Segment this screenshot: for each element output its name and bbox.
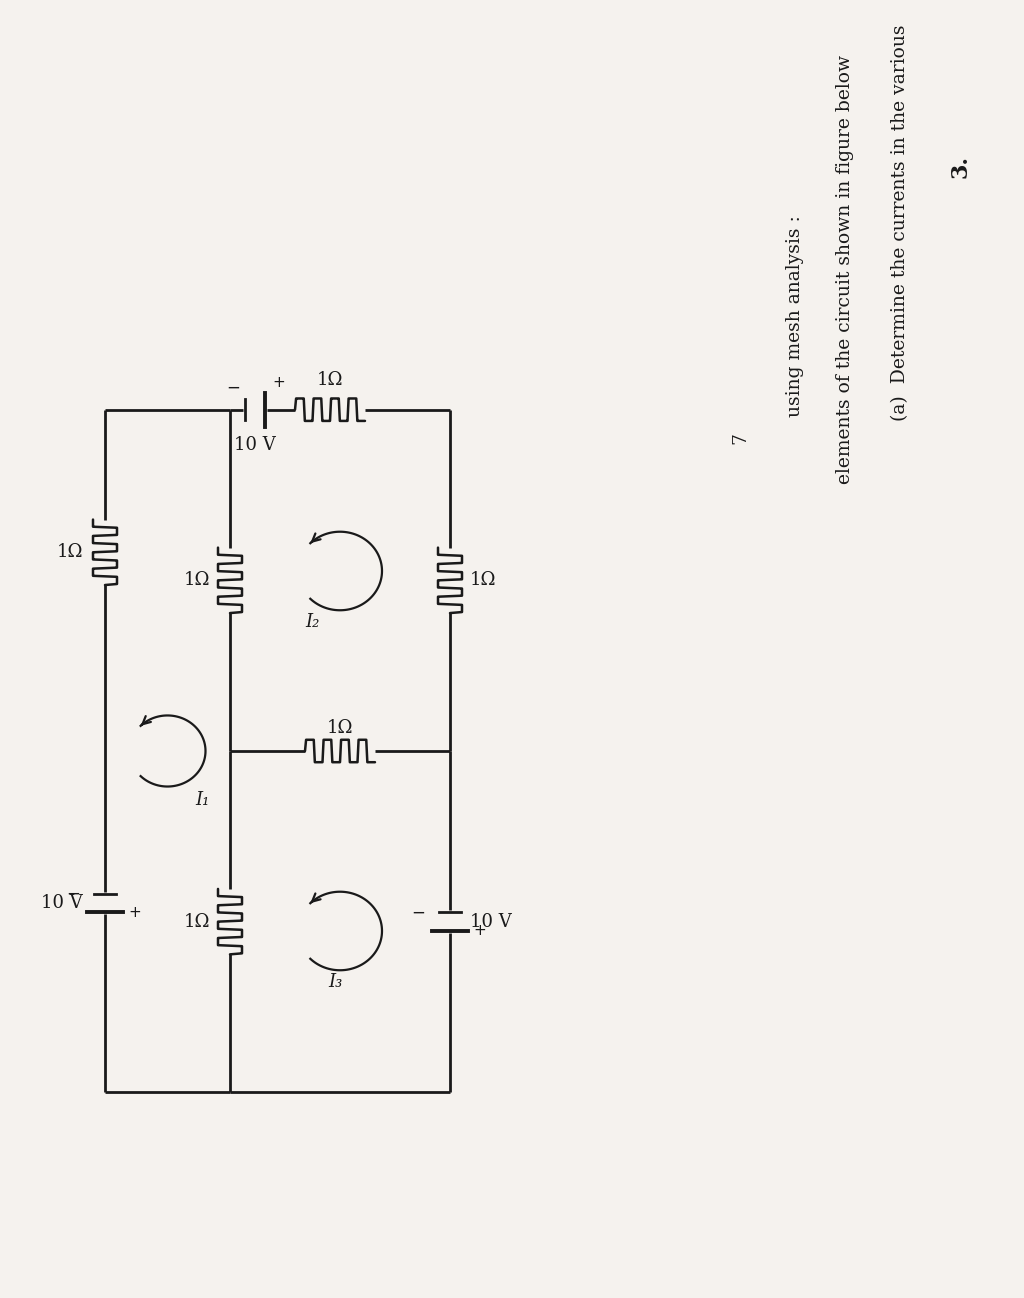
- Text: 3.: 3.: [949, 154, 971, 178]
- Text: +: +: [473, 923, 485, 938]
- Text: using mesh analysis :: using mesh analysis :: [786, 215, 804, 417]
- Text: +: +: [128, 905, 140, 920]
- Text: 1Ω: 1Ω: [316, 371, 343, 389]
- Text: I₂: I₂: [305, 614, 319, 631]
- Text: 1Ω: 1Ω: [183, 571, 210, 589]
- Text: 10 V: 10 V: [470, 912, 512, 931]
- Text: −: −: [226, 379, 240, 397]
- Text: I₁: I₁: [196, 790, 210, 809]
- Text: 1Ω: 1Ω: [327, 719, 353, 737]
- Text: 1Ω: 1Ω: [56, 544, 83, 561]
- Text: 1Ω: 1Ω: [183, 912, 210, 931]
- Text: −: −: [411, 903, 425, 922]
- Text: 10 V: 10 V: [41, 894, 83, 912]
- Text: 10 V: 10 V: [234, 436, 275, 454]
- Text: +: +: [272, 375, 285, 391]
- Text: 7: 7: [731, 432, 749, 444]
- Text: elements of the circuit shown in figure below: elements of the circuit shown in figure …: [836, 55, 854, 484]
- Text: I₃: I₃: [328, 974, 342, 992]
- Text: (a)  Determine the currents in the various: (a) Determine the currents in the variou…: [891, 25, 909, 421]
- Text: −: −: [67, 884, 80, 902]
- Text: 1Ω: 1Ω: [470, 571, 497, 589]
